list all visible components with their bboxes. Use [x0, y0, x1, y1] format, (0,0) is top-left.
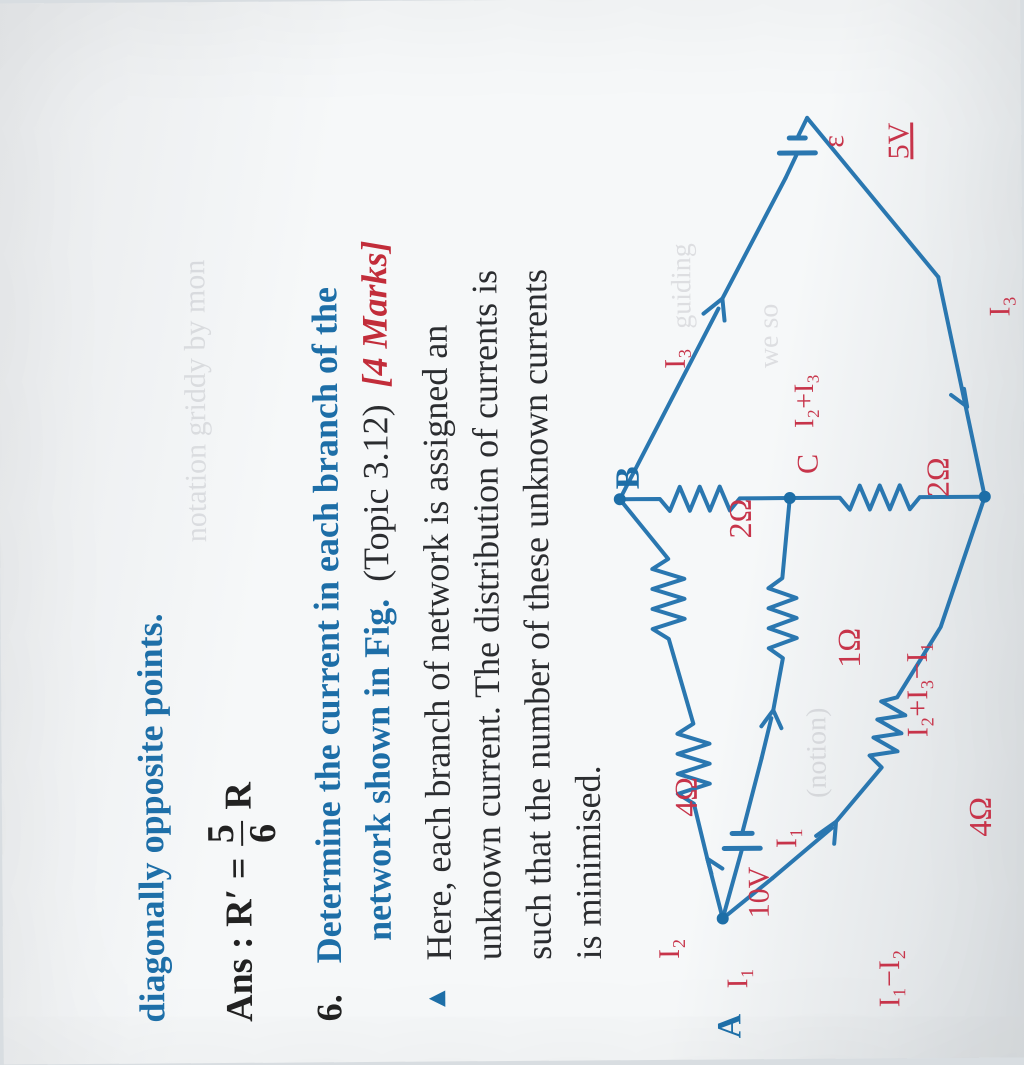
circuit-diagram: [0, 0, 1024, 1065]
node-b-label: B: [610, 466, 648, 489]
source-10v-label: 10V: [742, 866, 776, 918]
current-i1-label: I₁: [721, 968, 755, 989]
page: diagonally opposite points. Ans : R′ = 5…: [0, 0, 1024, 1065]
current-i2-plus-i3-label: I₂+I₃: [789, 374, 821, 428]
resistor-ab-label: 4Ω: [668, 777, 705, 817]
resistor-cd-label: 2Ω: [920, 457, 957, 497]
current-i1-minus-i2-label: I₁−I₂: [873, 949, 907, 1007]
current-i3-label: I₃: [659, 348, 693, 369]
current-i2-plus-i3-minus-i1-label: I₂+I₃−I₁: [901, 642, 936, 737]
node-a-label: A: [711, 1014, 749, 1039]
current-i1b-label: I₁: [770, 828, 804, 849]
current-i2-label: I₂: [653, 938, 687, 959]
source-eps-label: ε: [817, 135, 851, 148]
current-i3b-label: I₃: [983, 296, 1017, 317]
resistor-ac-label: 1Ω: [831, 628, 868, 668]
source-5v-label: 5V: [882, 122, 916, 159]
node-c-label: C: [791, 454, 825, 474]
resistor-bc-label: 2Ω: [722, 498, 759, 538]
resistor-ad-label: 4Ω: [962, 797, 999, 837]
